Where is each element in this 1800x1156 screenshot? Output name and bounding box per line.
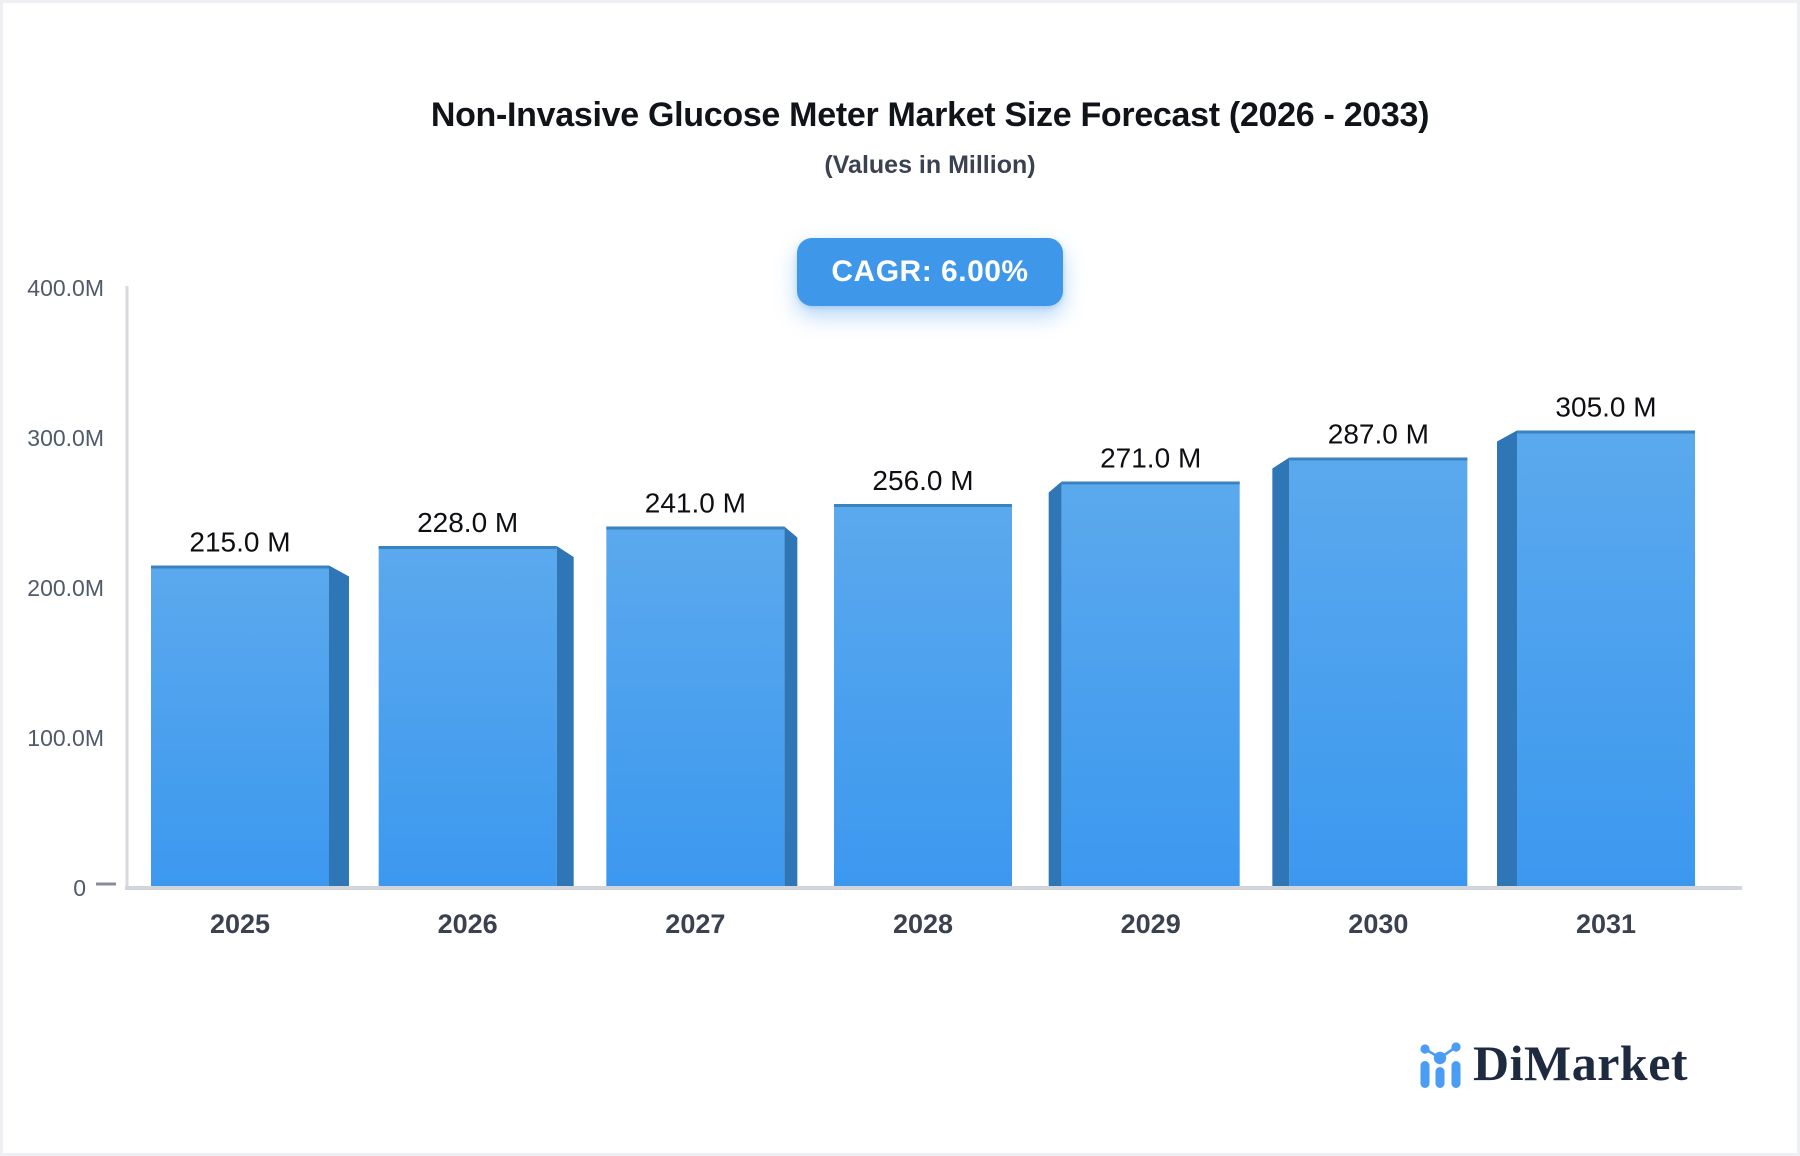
bar-side-face	[1048, 481, 1062, 888]
bar-front-face	[834, 504, 1013, 888]
chart-header: Non-Invasive Glucose Meter Market Size F…	[60, 0, 1800, 306]
x-axis-label: 2025	[210, 909, 270, 939]
bar-value-label: 215.0 M	[189, 527, 290, 558]
y-tick-label: 300.0M	[27, 425, 104, 451]
bar-front-face	[1517, 430, 1696, 888]
bar-2027[interactable]: 241.0 M	[606, 488, 798, 889]
x-axis-label: 2026	[438, 909, 498, 939]
x-axis-label: 2029	[1121, 909, 1181, 939]
bar-value-label: 305.0 M	[1555, 392, 1656, 423]
y-tick-label: 400.0M	[27, 275, 104, 301]
bar-side-face	[1272, 457, 1290, 888]
y-tick-label: 0	[73, 875, 86, 901]
x-axis-label: 2028	[893, 909, 953, 939]
chart-title: Non-Invasive Glucose Meter Market Size F…	[430, 96, 1430, 134]
bar-side-face	[556, 546, 574, 888]
bar-value-label: 228.0 M	[417, 507, 518, 538]
bars-group: 215.0 M 2025 228.0 M 2026 241.0 M 2027 256.0 M…	[151, 392, 1696, 939]
y-axis: 400.0M 300.0M 200.0M 100.0M 0	[27, 275, 129, 901]
bar-value-label: 271.0 M	[1100, 443, 1201, 474]
brand-name: DiMarket	[1473, 1035, 1689, 1091]
x-axis-label: 2031	[1576, 909, 1636, 939]
bar-front-face	[606, 526, 785, 888]
bar-side-face	[784, 526, 798, 888]
bar-2028[interactable]: 256.0 M	[834, 465, 1013, 888]
x-axis-label: 2027	[665, 909, 725, 939]
bar-front-face	[378, 546, 557, 888]
bar-front-face	[1289, 457, 1468, 888]
bar-value-label: 287.0 M	[1328, 419, 1429, 450]
brand-logo: DiMarket	[1420, 1038, 1688, 1088]
bar-side-face	[329, 565, 349, 888]
bar-front-face	[151, 565, 329, 888]
bar-value-label: 256.0 M	[872, 465, 973, 496]
bar-side-face	[1497, 430, 1518, 888]
y-tick-label: 100.0M	[27, 725, 104, 751]
bar-2026[interactable]: 228.0 M	[378, 507, 574, 888]
bar-value-label: 241.0 M	[645, 488, 746, 519]
x-axis-label: 2030	[1348, 909, 1408, 939]
bar-2031[interactable]: 305.0 M	[1497, 392, 1696, 889]
bar-2029[interactable]: 271.0 M	[1048, 443, 1240, 889]
chart-subtitle: (Values in Million)	[824, 151, 1036, 179]
bar-2030[interactable]: 287.0 M	[1272, 419, 1468, 889]
bar-2025[interactable]: 215.0 M	[151, 527, 349, 889]
bar-front-face	[1061, 481, 1240, 888]
cagr-badge: CAGR: 6.00%	[797, 238, 1063, 306]
dimarket-logo-icon	[1420, 1042, 1461, 1088]
y-tick-label: 200.0M	[27, 575, 104, 601]
